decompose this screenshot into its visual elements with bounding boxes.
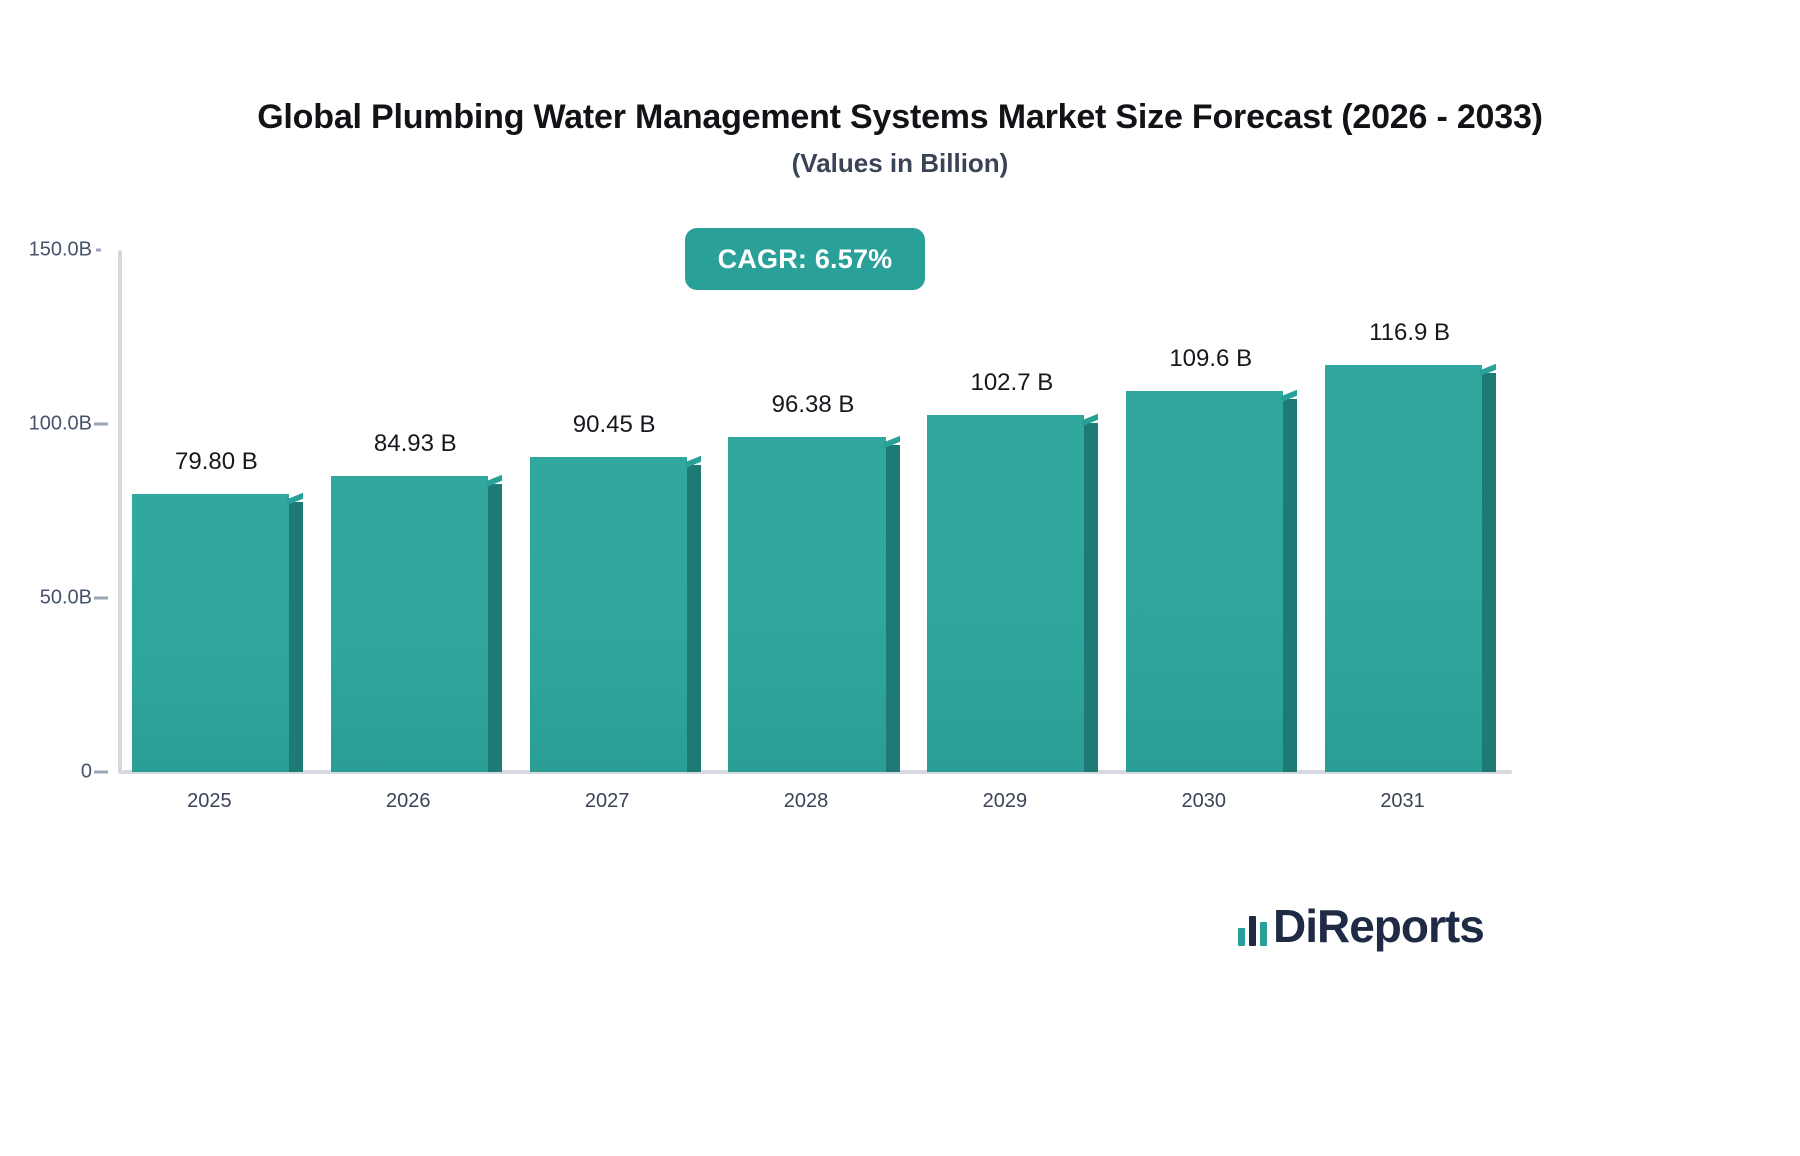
bar-side-face [288,502,303,772]
bar-value-label: 79.80 B [175,448,258,476]
bar-face [330,476,488,772]
y-tick-mark [94,596,108,600]
x-tick-label: 2029 [982,790,1028,812]
bar-2029[interactable] [927,407,1099,772]
bar-face [927,414,1085,772]
bar-value-label: 96.38 B [771,390,855,418]
bar-value-label: 84.93 B [373,430,457,458]
bar-value-label: 116.9 B [1369,319,1451,347]
bar-2031[interactable] [1325,357,1497,772]
logo-text: DiReports [1273,900,1485,952]
bar-2025[interactable] [131,486,303,772]
bar-2027[interactable] [529,449,701,772]
plot-area: 79.80 B 84.93 B 90.45 B 96.38 B 102.7 B 109.6… [118,250,1510,772]
y-tick-mark [96,248,101,252]
y-tick-label: 0 [80,760,92,783]
bar-value-label: 109.6 B [1169,344,1253,372]
x-tick-label: 2026 [386,790,431,812]
x-tick-label: 2028 [783,790,829,812]
bar-face [728,436,886,772]
bar-face [1325,365,1483,772]
cagr-badge: CAGR: 6.57% [685,228,925,290]
x-tick-label: 2027 [584,790,630,812]
chart-title: Global Plumbing Water Management Systems… [257,98,1543,136]
x-tick-label: 2025 [187,790,232,812]
direports-logo: DiReports [1238,898,1485,954]
y-tick-label: 50.0B [39,586,92,609]
bar-side-face [1482,373,1497,772]
bar-side-face [686,465,701,772]
bar-2030[interactable] [1126,383,1298,772]
bar-side-face [1084,422,1099,772]
bar-2026[interactable] [330,468,502,772]
x-tick-label: 2031 [1380,790,1425,812]
bar-chart-icon [1238,906,1267,946]
x-axis-line [118,770,1512,774]
chart-subtitle: (Values in Billion) [791,148,1009,178]
y-tick-label: 150.0B [28,238,92,261]
y-tick-mark [94,770,108,774]
x-tick-label: 2030 [1181,790,1226,812]
bar-side-face [885,444,900,772]
bar-face [1126,390,1284,772]
bar-value-label: 102.7 B [970,368,1054,396]
bar-side-face [487,484,502,772]
bar-value-label: 90.45 B [572,411,656,439]
y-tick-label: 100.0B [28,412,92,435]
bar-side-face [1283,398,1298,772]
bar-face [529,457,687,772]
y-tick-mark [94,422,108,426]
bar-2028[interactable] [728,429,900,772]
bar-face [131,494,289,772]
y-axis-line [118,250,122,772]
